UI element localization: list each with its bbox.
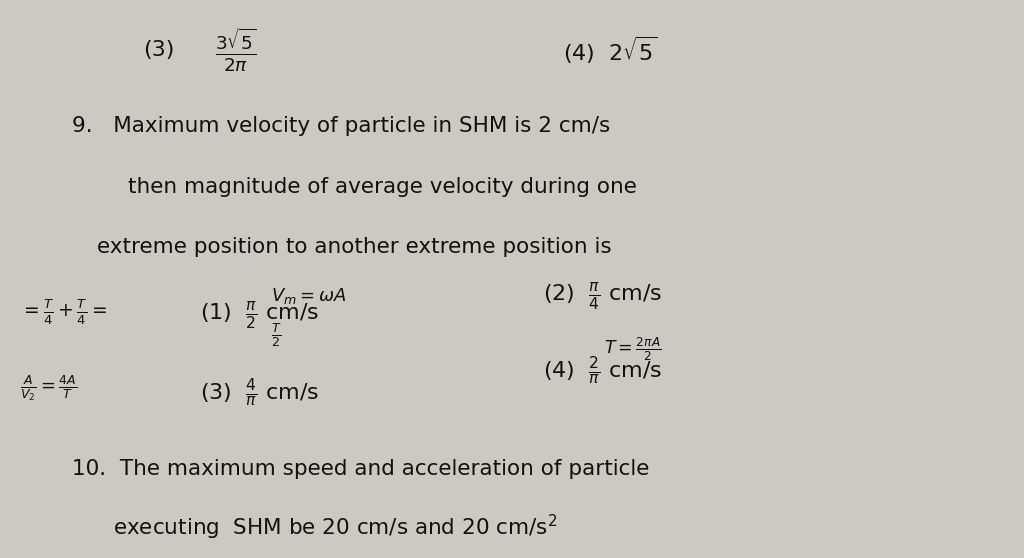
Text: extreme position to another extreme position is: extreme position to another extreme posi… <box>97 237 612 257</box>
Text: (4)  $2\sqrt{5}$: (4) $2\sqrt{5}$ <box>563 35 657 66</box>
Text: (2)  $\frac{\pi}{4}$ cm/s: (2) $\frac{\pi}{4}$ cm/s <box>543 280 663 311</box>
Text: $V_m = \omega A$: $V_m = \omega A$ <box>271 286 347 306</box>
Text: 10.  The maximum speed and acceleration of particle: 10. The maximum speed and acceleration o… <box>72 459 649 479</box>
Text: (3): (3) <box>143 40 175 60</box>
Text: $T=\frac{2\pi A}{2}$: $T=\frac{2\pi A}{2}$ <box>604 335 662 363</box>
Text: then magnitude of average velocity during one: then magnitude of average velocity durin… <box>128 177 637 197</box>
Text: $\frac{A}{V_2}=\frac{4A}{T}$: $\frac{A}{V_2}=\frac{4A}{T}$ <box>20 373 78 403</box>
Text: $\frac{3\sqrt{5}}{2\pi}$: $\frac{3\sqrt{5}}{2\pi}$ <box>215 26 256 74</box>
Text: executing  SHM be 20 cm/s and 20 cm/s$^2$: executing SHM be 20 cm/s and 20 cm/s$^2$ <box>113 513 557 542</box>
Text: (4)  $\frac{2}{\pi}$ cm/s: (4) $\frac{2}{\pi}$ cm/s <box>543 355 663 387</box>
Text: $\frac{T}{2}$: $\frac{T}{2}$ <box>271 321 282 349</box>
Text: (3)  $\frac{4}{\pi}$ cm/s: (3) $\frac{4}{\pi}$ cm/s <box>200 377 319 410</box>
Text: (1)  $\frac{\pi}{2}$ cm/s: (1) $\frac{\pi}{2}$ cm/s <box>200 300 319 331</box>
Text: $=\frac{T}{4}+\frac{T}{4}=$: $=\frac{T}{4}+\frac{T}{4}=$ <box>20 298 108 327</box>
Text: 9.   Maximum velocity of particle in SHM is 2 cm/s: 9. Maximum velocity of particle in SHM i… <box>72 116 610 136</box>
